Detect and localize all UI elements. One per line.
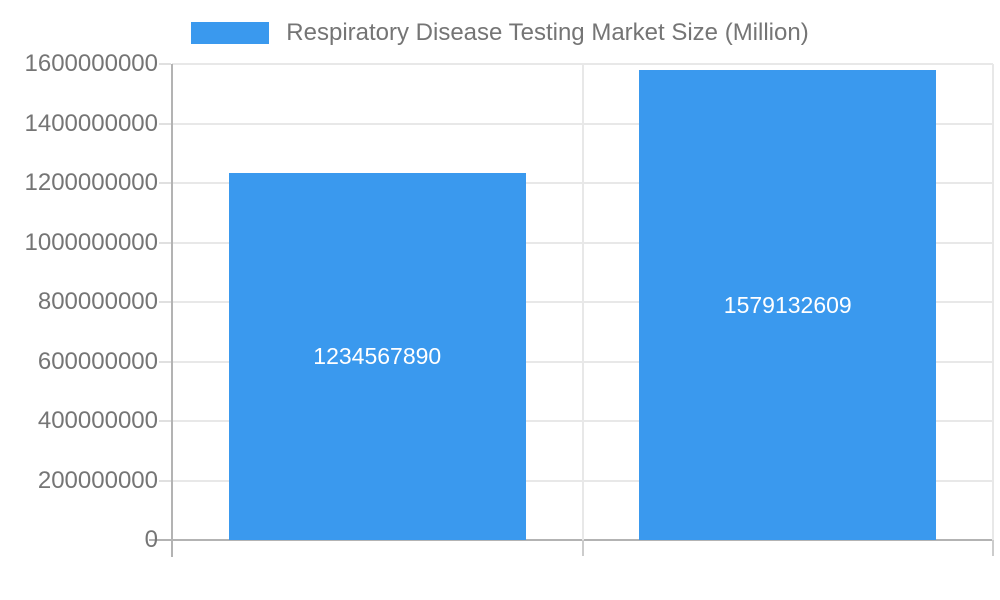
y-axis-tick: [149, 539, 171, 541]
y-axis-line: [171, 64, 173, 557]
y-axis-tick: [159, 479, 171, 482]
y-axis-tick: [159, 122, 171, 125]
y-axis-tick-label: 800000000: [37, 288, 158, 315]
legend: Respiratory Disease Testing Market Size …: [0, 19, 1000, 46]
bar-2024: 1579132609: [639, 70, 937, 540]
y-axis-tick: [159, 241, 171, 244]
bar-2023: 1234567890: [228, 172, 526, 540]
y-axis-tick-label: 1200000000: [24, 169, 158, 196]
bar-value-label: 1579132609: [723, 291, 852, 318]
y-axis-tick-label: 1600000000: [24, 50, 158, 77]
y-axis-tick-label: 1400000000: [24, 109, 158, 137]
x-axis-tick: [992, 540, 994, 556]
y-axis-tick-label: 1000000000: [24, 228, 158, 256]
y-axis-tick-label: 200000000: [37, 466, 158, 494]
y-axis-tick: [159, 420, 171, 422]
x-axis-tick: [581, 540, 584, 556]
y-axis-tick-label: 0: [144, 526, 158, 553]
y-axis-tick: [159, 301, 171, 303]
legend-swatch: [191, 22, 270, 44]
vertical-gridline: [581, 64, 584, 540]
y-axis-tick: [159, 63, 171, 65]
y-axis-tick: [159, 182, 171, 184]
y-axis-tick-label: 600000000: [37, 347, 158, 375]
y-axis-tick-label: 400000000: [37, 407, 158, 434]
y-axis-tick: [159, 360, 171, 363]
vertical-gridline: [992, 64, 994, 540]
chart-title: Respiratory Disease Testing Market Size …: [286, 19, 809, 46]
bar-value-label: 1234567890: [313, 342, 442, 369]
plot-area: 1234567890 1579132609 0 200000000 400000000…: [25, 51, 994, 557]
